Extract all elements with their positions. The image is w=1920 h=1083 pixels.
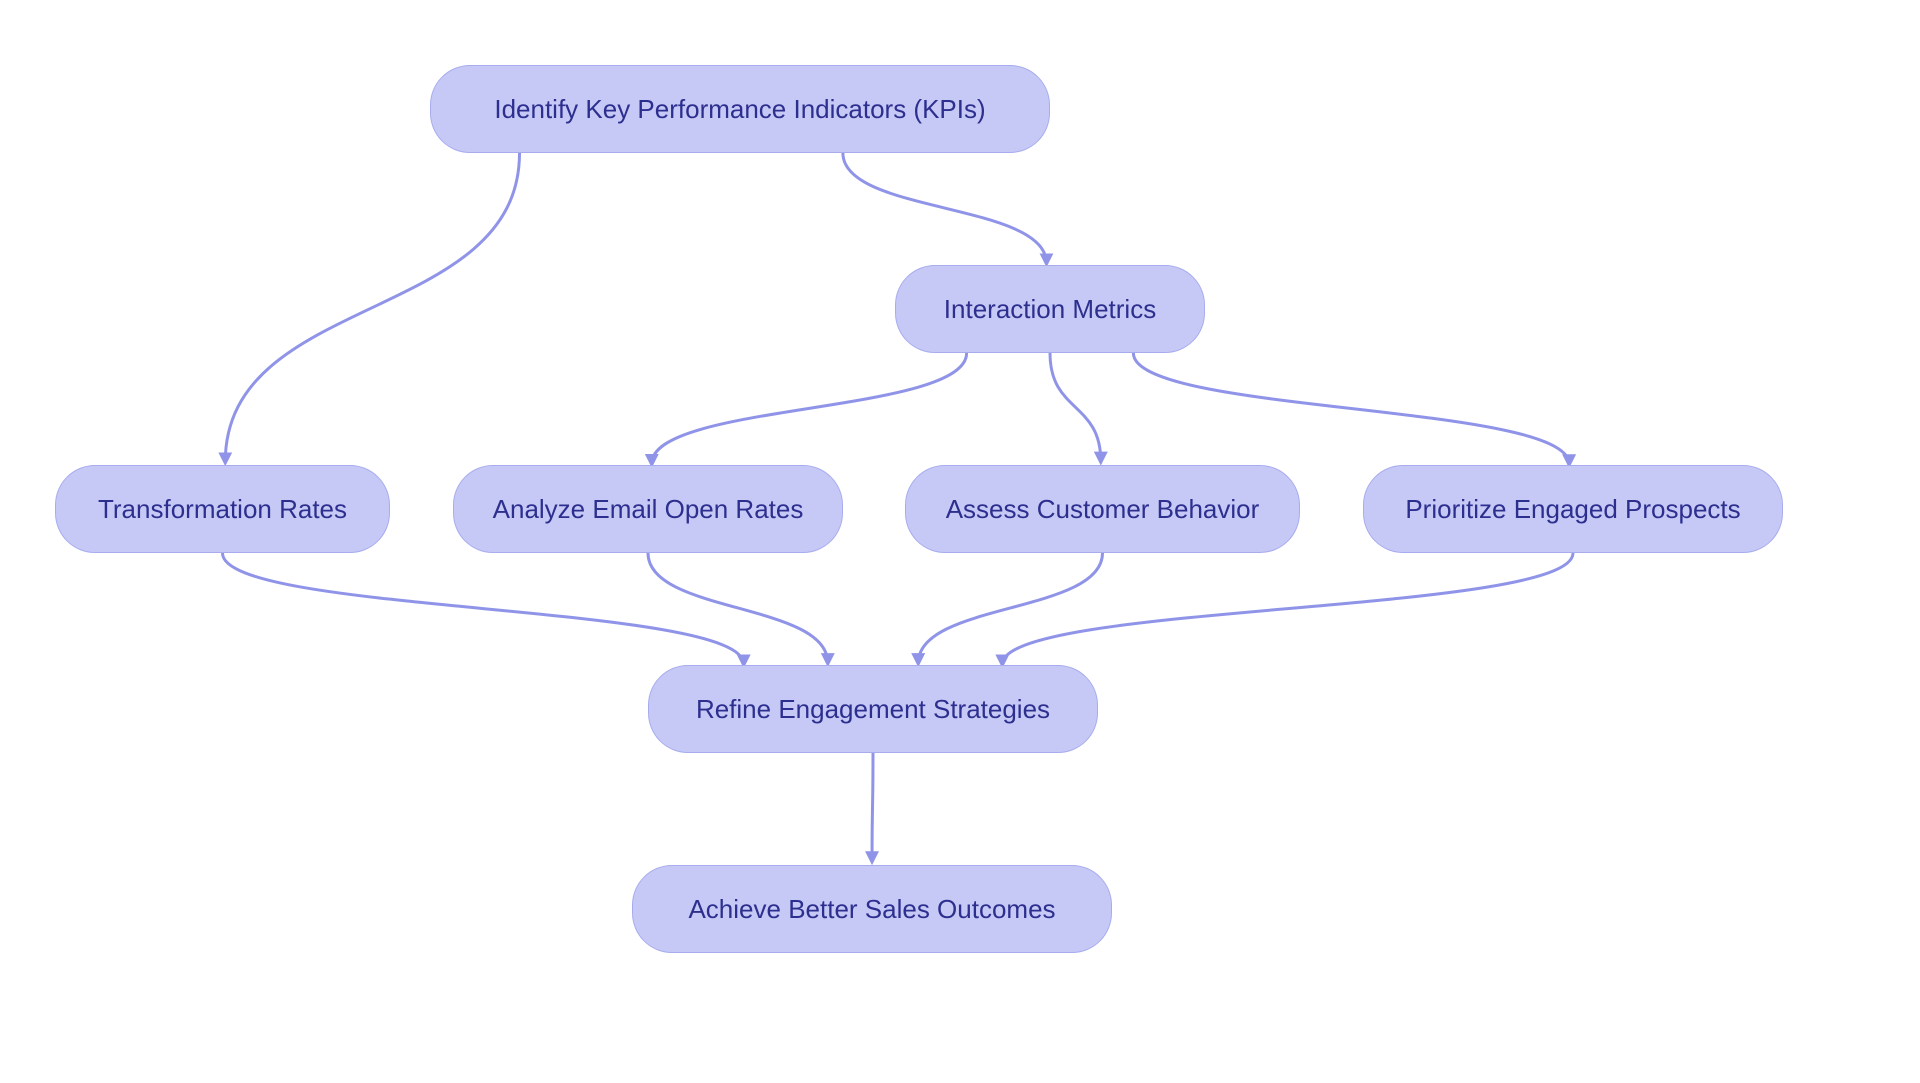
flowchart-node-behavior: Assess Customer Behavior <box>905 465 1300 553</box>
flowchart-edge-interaction-to-email <box>652 353 967 464</box>
flowchart-node-interaction: Interaction Metrics <box>895 265 1205 353</box>
flowchart-edge-behavior-to-refine <box>918 553 1102 663</box>
flowchart-edge-prioritize-to-refine <box>1002 553 1573 664</box>
flowchart-node-label: Refine Engagement Strategies <box>696 694 1050 725</box>
flowchart-node-refine: Refine Engagement Strategies <box>648 665 1098 753</box>
flowchart-node-label: Identify Key Performance Indicators (KPI… <box>494 94 985 125</box>
flowchart-node-transform: Transformation Rates <box>55 465 390 553</box>
flowchart-edge-refine-to-achieve <box>872 753 873 861</box>
flowchart-node-label: Prioritize Engaged Prospects <box>1405 494 1740 525</box>
flowchart-node-kpis: Identify Key Performance Indicators (KPI… <box>430 65 1050 153</box>
flowchart-edge-kpis-to-interaction <box>843 153 1047 263</box>
flowchart-canvas: Identify Key Performance Indicators (KPI… <box>0 0 1920 1083</box>
flowchart-edge-kpis-to-transform <box>225 153 519 462</box>
flowchart-edge-email-to-refine <box>648 553 828 663</box>
flowchart-edge-transform-to-refine <box>223 553 744 664</box>
flowchart-node-label: Achieve Better Sales Outcomes <box>688 894 1055 925</box>
flowchart-node-label: Analyze Email Open Rates <box>493 494 804 525</box>
flowchart-node-label: Transformation Rates <box>98 494 347 525</box>
flowchart-node-label: Interaction Metrics <box>944 294 1156 325</box>
flowchart-node-prioritize: Prioritize Engaged Prospects <box>1363 465 1783 553</box>
flowchart-edge-interaction-to-prioritize <box>1133 353 1569 464</box>
flowchart-node-email: Analyze Email Open Rates <box>453 465 843 553</box>
flowchart-edge-interaction-to-behavior <box>1050 353 1101 461</box>
flowchart-node-achieve: Achieve Better Sales Outcomes <box>632 865 1112 953</box>
flowchart-node-label: Assess Customer Behavior <box>946 494 1260 525</box>
